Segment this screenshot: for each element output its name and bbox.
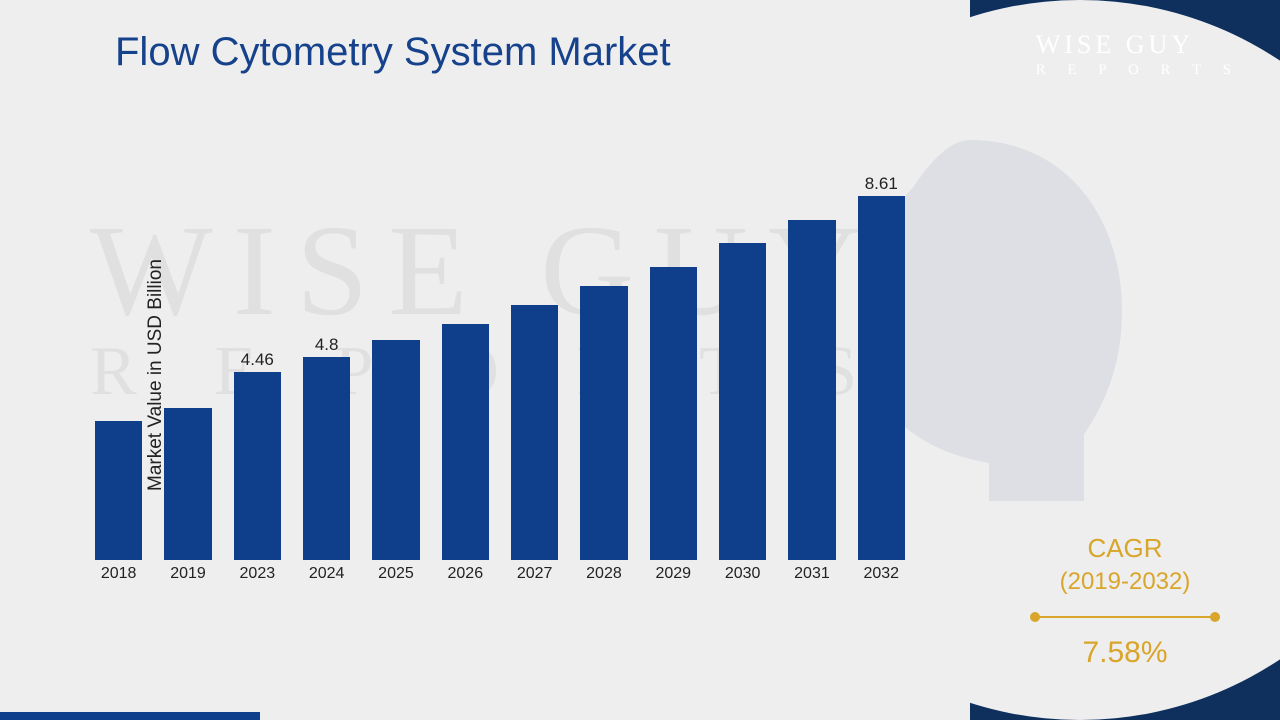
bar	[303, 357, 350, 560]
x-tick-label: 2019	[164, 565, 211, 583]
bar	[511, 305, 558, 560]
bar	[234, 372, 281, 560]
bar	[580, 286, 627, 560]
x-tick-label: 2023	[234, 565, 281, 583]
bar	[719, 243, 766, 560]
bar	[372, 340, 419, 560]
bar-column	[650, 245, 697, 560]
bottom-accent-bar	[0, 712, 260, 720]
bar-column	[788, 198, 835, 560]
bar	[164, 408, 211, 560]
bar-chart: Market Value in USD Billion 4.464.88.61 …	[75, 160, 905, 590]
plot-area: 4.46 4.8 8.61	[95, 160, 905, 560]
x-axis-labels: 2018 2019 2023 2024 2025 2026 2027 2028 2029 2030…	[95, 565, 905, 583]
bar-value-label: 4.8	[315, 335, 339, 355]
x-tick-label: 2027	[511, 565, 558, 583]
x-tick-label: 2029	[650, 565, 697, 583]
bar-column	[580, 264, 627, 560]
bar-column: 8.61	[858, 174, 905, 560]
logo-line1: WISE GUY	[1036, 30, 1240, 60]
bar-column	[372, 318, 419, 560]
x-tick-label: 2024	[303, 565, 350, 583]
logo-line2: R E P O R T S	[1036, 62, 1240, 79]
bar	[858, 196, 905, 560]
bar	[442, 324, 489, 560]
bar-value-label: 4.46	[241, 350, 274, 370]
x-tick-label: 2028	[580, 565, 627, 583]
bar-column	[164, 386, 211, 560]
bar-column	[511, 283, 558, 560]
x-tick-label: 2018	[95, 565, 142, 583]
bar	[95, 421, 142, 560]
bar-column	[719, 221, 766, 560]
bar-column	[95, 399, 142, 560]
x-tick-label: 2026	[442, 565, 489, 583]
bar-column	[442, 302, 489, 560]
cagr-divider	[1035, 616, 1215, 618]
bar	[650, 267, 697, 560]
bar-column: 4.8	[303, 335, 350, 560]
bar	[788, 220, 835, 560]
brand-logo: WISE GUY R E P O R T S	[1036, 30, 1240, 79]
bar-column: 4.46	[234, 350, 281, 560]
bar-value-label: 8.61	[865, 174, 898, 194]
cagr-callout: CAGR (2019-2032) 7.58%	[1020, 533, 1230, 670]
cagr-label: CAGR	[1020, 533, 1230, 564]
x-tick-label: 2030	[719, 565, 766, 583]
x-tick-label: 2032	[858, 565, 905, 583]
x-tick-label: 2031	[788, 565, 835, 583]
chart-title: Flow Cytometry System Market	[115, 30, 671, 75]
cagr-period: (2019-2032)	[1020, 568, 1230, 596]
x-tick-label: 2025	[372, 565, 419, 583]
cagr-value: 7.58%	[1020, 636, 1230, 670]
